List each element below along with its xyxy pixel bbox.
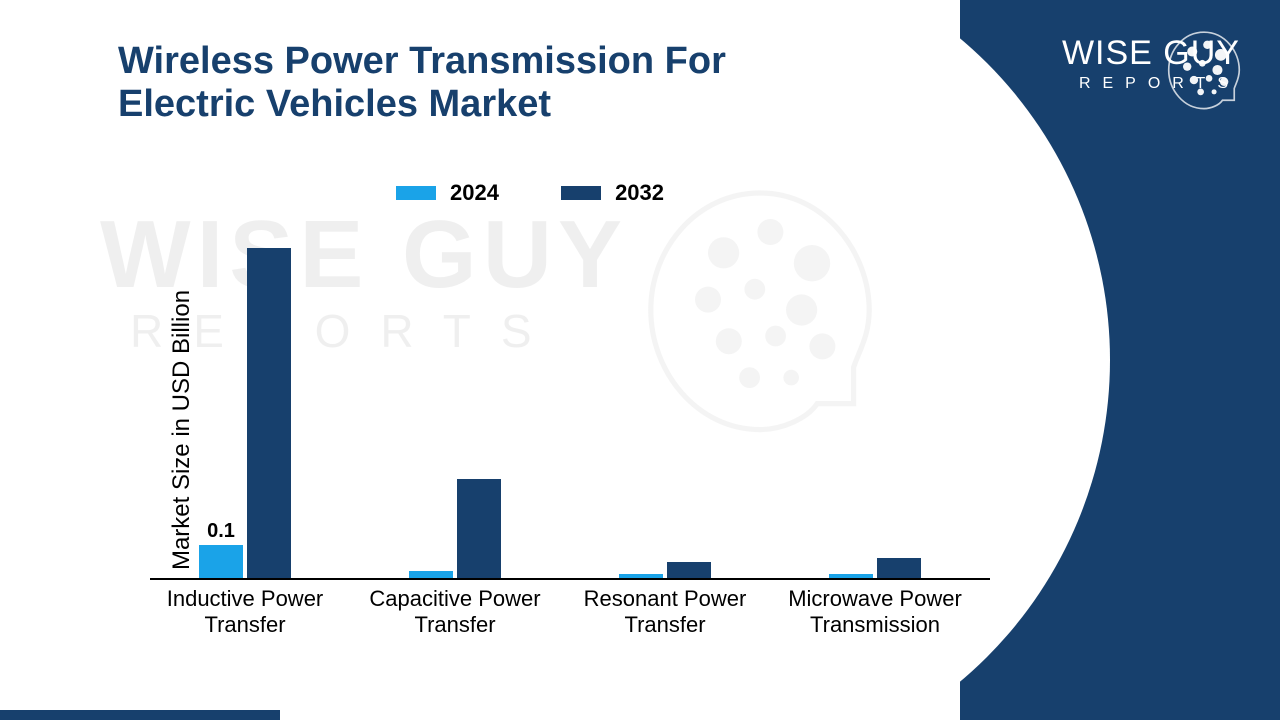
legend-label-2032: 2032 bbox=[615, 180, 664, 206]
bar-group: Capacitive Power Transfer bbox=[370, 240, 540, 580]
value-label: 0.1 bbox=[191, 520, 251, 543]
category-label: Resonant Power Transfer bbox=[575, 586, 755, 639]
bar-2024 bbox=[409, 571, 453, 578]
bottom-accent-bar bbox=[0, 710, 280, 720]
plot-area: 0.1Inductive Power TransferCapacitive Po… bbox=[150, 240, 990, 580]
bar-2032 bbox=[247, 248, 291, 578]
bar-2032 bbox=[457, 479, 501, 578]
bar-2032 bbox=[877, 558, 921, 578]
legend-swatch-2032 bbox=[561, 186, 601, 200]
category-label: Inductive Power Transfer bbox=[155, 586, 335, 639]
legend-swatch-2024 bbox=[396, 186, 436, 200]
chart-title: Wireless Power Transmission For Electric… bbox=[118, 40, 838, 126]
bar-2024 bbox=[829, 574, 873, 578]
brand-logo: WISE GUY REPORTS bbox=[980, 34, 1240, 93]
legend: 2024 2032 bbox=[50, 180, 1010, 206]
chart: 2024 2032 Market Size in USD Billion 0.1… bbox=[50, 180, 1010, 680]
brand-head-icon bbox=[1162, 28, 1246, 112]
bar-group: Resonant Power Transfer bbox=[580, 240, 750, 580]
chart-stage: WISE GUY REPORTS Wireless Power Transmis… bbox=[0, 0, 1280, 720]
category-label: Microwave Power Transmission bbox=[785, 586, 965, 639]
legend-item-2024: 2024 bbox=[396, 180, 499, 206]
legend-item-2032: 2032 bbox=[561, 180, 664, 206]
bar-2024 bbox=[199, 545, 243, 578]
bar-2032 bbox=[667, 562, 711, 579]
bar-2024 bbox=[619, 574, 663, 578]
legend-label-2024: 2024 bbox=[450, 180, 499, 206]
bar-group: 0.1Inductive Power Transfer bbox=[160, 240, 330, 580]
category-label: Capacitive Power Transfer bbox=[365, 586, 545, 639]
bar-group: Microwave Power Transmission bbox=[790, 240, 960, 580]
